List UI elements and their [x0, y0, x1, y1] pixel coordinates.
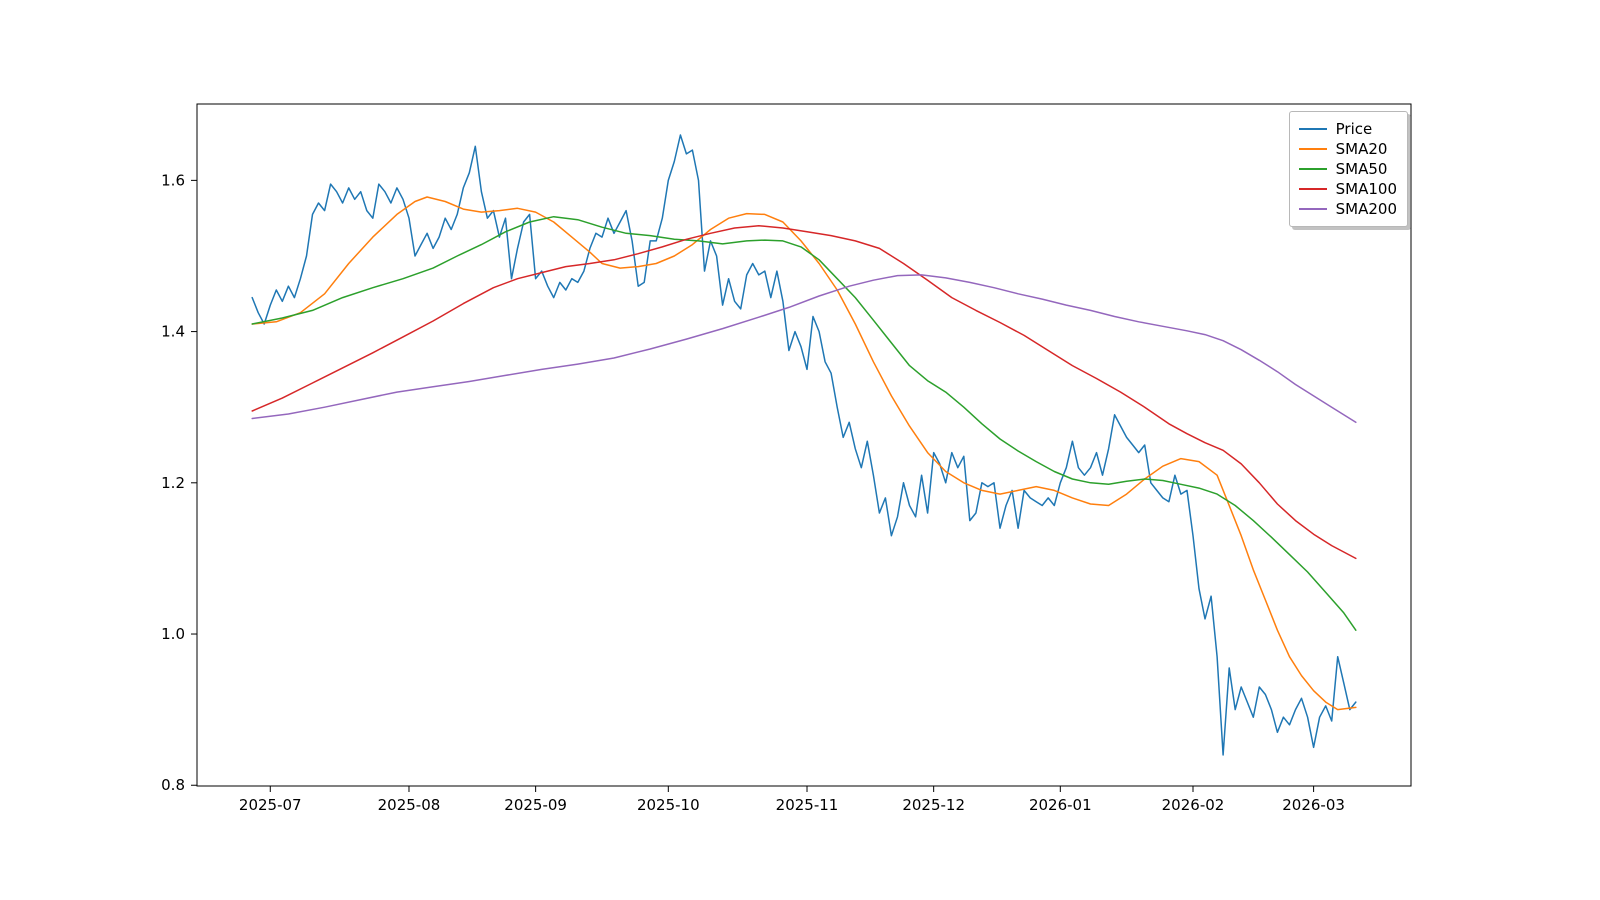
series-line-price [251, 134, 1357, 756]
series-line-sma100 [251, 224, 1357, 560]
sma50-line-swatch [1298, 168, 1327, 170]
legend-item-sma200: SMA200 [1298, 199, 1397, 219]
y-tick-label: 1.0 [161, 625, 185, 643]
legend: Price SMA20 SMA50 SMA100 SMA200 [1288, 111, 1408, 227]
x-tick-label: 2026-03 [1282, 796, 1345, 814]
axes-frame [196, 103, 1412, 787]
x-tick-label: 2025-12 [902, 796, 965, 814]
x-tick-label: 2025-07 [239, 796, 302, 814]
x-tick-label: 2026-01 [1029, 796, 1092, 814]
y-tick-label: 1.2 [161, 474, 185, 492]
sma20-line-swatch [1298, 148, 1327, 150]
legend-item-sma50: SMA50 [1298, 159, 1397, 179]
legend-label-sma20: SMA20 [1335, 140, 1388, 158]
legend-item-sma100: SMA100 [1298, 179, 1397, 199]
series-line-sma20 [251, 196, 1357, 711]
y-tick-label: 0.8 [161, 776, 185, 794]
legend-label-sma50: SMA50 [1335, 160, 1388, 178]
sma200-line-swatch [1298, 208, 1327, 210]
series-line-sma200 [251, 274, 1357, 424]
series-line-sma50 [251, 215, 1357, 631]
x-tick-label: 2025-08 [378, 796, 441, 814]
legend-label-sma200: SMA200 [1335, 200, 1397, 218]
sma100-line-swatch [1298, 188, 1327, 190]
y-tick-label: 1.6 [161, 171, 185, 189]
legend-item-sma20: SMA20 [1298, 139, 1397, 159]
price-line-swatch [1298, 128, 1327, 130]
x-tick-label: 2025-10 [637, 796, 700, 814]
x-tick-label: 2026-02 [1162, 796, 1225, 814]
legend-label-sma100: SMA100 [1335, 180, 1397, 198]
legend-label-price: Price [1335, 120, 1373, 138]
legend-item-price: Price [1298, 119, 1397, 139]
x-tick-label: 2025-09 [504, 796, 567, 814]
x-tick-label: 2025-11 [776, 796, 839, 814]
y-tick-label: 1.4 [161, 323, 185, 341]
